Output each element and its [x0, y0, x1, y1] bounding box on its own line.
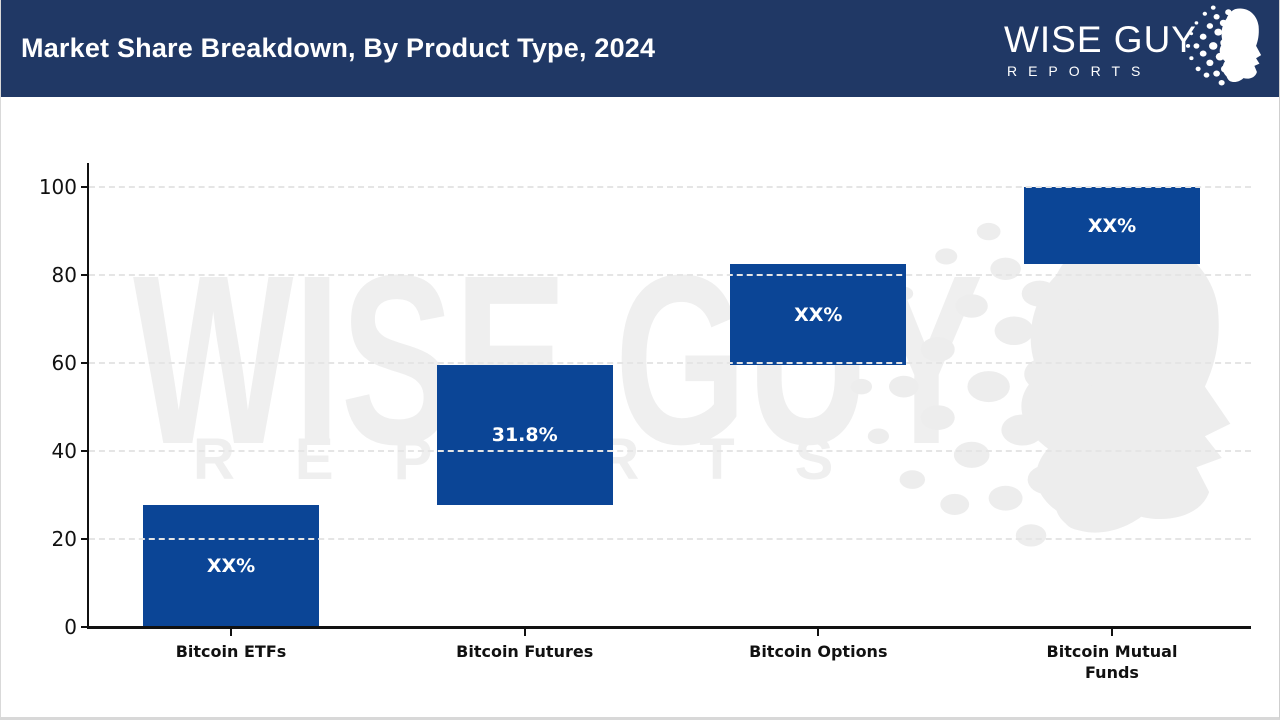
logo-head-icon [1185, 5, 1262, 86]
logo-subtitle: REPORTS [1006, 62, 1152, 79]
y-tick-mark-100 [81, 186, 89, 188]
bar-label-3: XX% [794, 303, 843, 326]
y-tick-mark-40 [81, 450, 89, 452]
bar-4 [1024, 187, 1200, 264]
bar-label-4: XX% [1087, 214, 1137, 237]
gridline-20 [89, 538, 1251, 540]
header-bar: Market Share Breakdown, By Product Type,… [1, 0, 1279, 97]
bar-1 [143, 505, 319, 627]
x-tick-label-3: Bitcoin Options [749, 642, 888, 661]
y-tick-label-60: 60 [51, 351, 77, 375]
y-tick-mark-80 [81, 274, 89, 276]
y-tick-mark-60 [81, 362, 89, 364]
wise-guy-logo: WISE GUY REPORTS [1003, 5, 1267, 92]
bar-label-2: 31.8% [491, 424, 558, 447]
y-tick-label-80: 80 [51, 263, 77, 287]
x-tick-label-1: Bitcoin ETFs [175, 642, 287, 661]
gridline-40 [89, 450, 1251, 452]
y-tick-mark-0 [81, 626, 89, 628]
gridline-100 [89, 186, 1251, 188]
y-tick-label-0: 0 [64, 615, 77, 639]
y-axis-line [87, 163, 89, 629]
y-tick-mark-20 [81, 538, 89, 540]
y-tick-label-40: 40 [51, 439, 77, 463]
y-tick-label-100: 100 [38, 175, 77, 199]
gridline-80 [89, 274, 1251, 276]
x-tick-mark-3 [817, 627, 820, 636]
page-title: Market Share Breakdown, By Product Type,… [21, 33, 656, 63]
x-tick-label-2: Bitcoin Futures [456, 642, 594, 661]
x-tick-mark-4 [1111, 627, 1113, 636]
logo-text: WISE GUY REPORTS [1003, 18, 1197, 79]
x-tick-mark-1 [230, 627, 232, 636]
x-tick-mark-2 [523, 627, 526, 636]
bar-3 [730, 264, 907, 366]
logo-wordmark: WISE GUY [1003, 18, 1197, 60]
y-tick-label-20: 20 [51, 527, 77, 551]
x-tick-label-4: Bitcoin Mutual Funds [1046, 642, 1178, 682]
bar-2 [436, 365, 613, 506]
x-axis-line [87, 626, 1251, 629]
bar-label-1: XX% [206, 555, 256, 578]
gridline-60 [89, 362, 1251, 364]
